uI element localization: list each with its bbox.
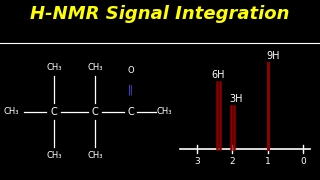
Text: H-NMR Signal Integration: H-NMR Signal Integration xyxy=(30,5,290,23)
Text: CH₃: CH₃ xyxy=(156,107,172,116)
Text: C: C xyxy=(51,107,58,117)
Text: 2: 2 xyxy=(230,157,235,166)
Text: 3H: 3H xyxy=(229,94,243,104)
Text: C: C xyxy=(127,107,134,117)
Text: 6H: 6H xyxy=(212,70,225,80)
Text: 1: 1 xyxy=(265,157,271,166)
Text: CH₃: CH₃ xyxy=(46,151,62,160)
Text: C: C xyxy=(92,107,98,117)
Text: O: O xyxy=(127,66,134,75)
Text: CH₃: CH₃ xyxy=(87,151,102,160)
Text: CH₃: CH₃ xyxy=(4,107,20,116)
Text: CH₃: CH₃ xyxy=(87,63,102,72)
Text: 3: 3 xyxy=(194,157,200,166)
Text: 0: 0 xyxy=(300,157,306,166)
Text: ‖: ‖ xyxy=(128,84,133,95)
Text: CH₃: CH₃ xyxy=(46,63,62,72)
Text: 9H: 9H xyxy=(266,51,279,61)
